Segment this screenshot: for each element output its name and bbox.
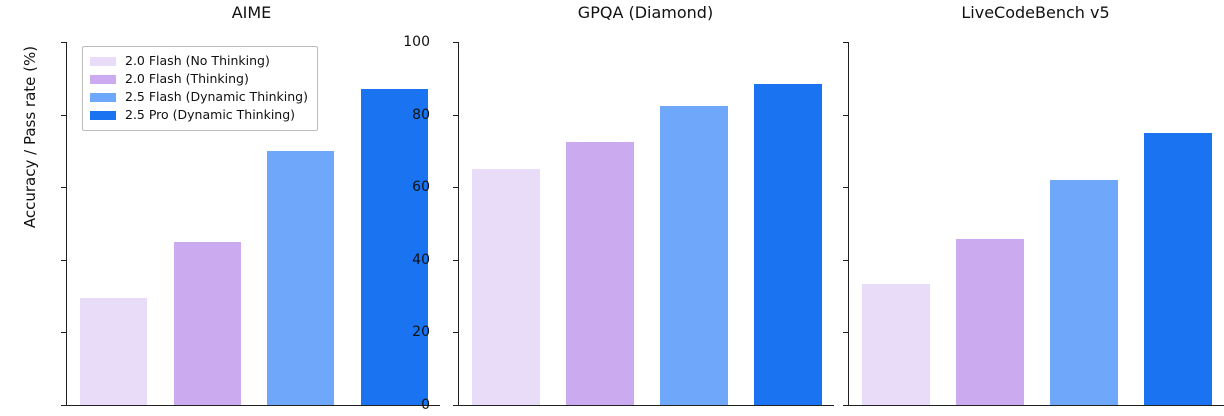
bar	[472, 169, 540, 405]
bar	[360, 89, 428, 405]
bar-group-gpqa-diamond	[459, 42, 834, 405]
bar	[1050, 179, 1118, 405]
y-axis-tick-label: 60	[412, 179, 430, 196]
panel-title-aime: AIME	[231, 3, 272, 22]
legend-label: 2.0 Flash (No Thinking)	[125, 52, 270, 68]
panel-livecodebench-v5: LiveCodeBench v5	[843, 0, 1224, 416]
bar-group-livecodebench-v5	[849, 42, 1224, 405]
legend: 2.0 Flash (No Thinking) 2.0 Flash (Think…	[82, 46, 318, 131]
bar-group-aime	[67, 42, 440, 405]
legend-item[interactable]: 2.0 Flash (Thinking)	[90, 70, 308, 88]
bar	[173, 241, 241, 405]
y-axis-tick-label: 40	[412, 251, 430, 268]
y-axis-tick	[453, 114, 459, 116]
bar	[956, 239, 1024, 405]
y-axis-tick	[453, 259, 459, 261]
plot-area-gpqa-diamond	[453, 42, 834, 406]
y-axis-tick	[61, 187, 67, 189]
bar	[1144, 133, 1212, 405]
bar	[660, 105, 728, 405]
panel-title-gpqa-diamond: GPQA (Diamond)	[577, 3, 714, 22]
panel-title-livecodebench-v5: LiveCodeBench v5	[961, 3, 1110, 22]
y-axis-label: Accuracy / Pass rate (%)	[21, 45, 39, 229]
bar	[754, 83, 822, 405]
y-axis-tick	[843, 42, 849, 43]
y-axis-tick-label: 80	[412, 106, 430, 123]
legend-swatch-icon	[90, 110, 116, 120]
y-axis-tick-label: 0	[421, 397, 430, 413]
legend-label: 2.5 Pro (Dynamic Thinking)	[125, 106, 296, 122]
legend-item[interactable]: 2.5 Flash (Dynamic Thinking)	[90, 88, 308, 106]
y-axis-tick	[453, 332, 459, 334]
y-axis-tick	[61, 259, 67, 261]
y-axis-tick	[843, 187, 849, 189]
y-axis-tick	[843, 259, 849, 261]
legend-swatch-icon	[90, 74, 116, 84]
y-axis-tick	[61, 405, 67, 406]
bar	[80, 297, 148, 405]
legend-item[interactable]: 2.5 Pro (Dynamic Thinking)	[90, 106, 308, 124]
legend-item[interactable]: 2.0 Flash (No Thinking)	[90, 52, 308, 70]
y-axis-tick	[61, 42, 67, 43]
legend-label: 2.5 Flash (Dynamic Thinking)	[125, 88, 308, 104]
y-axis-tick	[453, 405, 459, 406]
legend-swatch-icon	[90, 56, 116, 66]
y-axis-tick-label: 20	[412, 324, 430, 341]
bar	[267, 150, 335, 405]
bar	[862, 283, 930, 405]
y-axis-tick	[453, 187, 459, 189]
y-axis-tick	[843, 405, 849, 406]
bar	[566, 141, 634, 405]
panel-gpqa-diamond: GPQA (Diamond)	[453, 0, 834, 416]
plot-area-livecodebench-v5	[843, 42, 1224, 406]
y-axis-tick-label: 100	[403, 34, 430, 50]
legend-label: 2.0 Flash (Thinking)	[125, 70, 249, 86]
legend-swatch-icon	[90, 92, 116, 102]
y-axis-tick	[61, 332, 67, 334]
y-axis-tick	[61, 114, 67, 116]
panel-aime: AIME 0 20 40 60 80 100 2.0 Flash (No Thinking…	[61, 0, 440, 416]
y-axis-tick	[843, 332, 849, 334]
y-axis-tick	[453, 42, 459, 43]
y-axis-tick	[843, 114, 849, 116]
plot-area-aime: 0 20 40 60 80 100	[61, 35, 440, 412]
